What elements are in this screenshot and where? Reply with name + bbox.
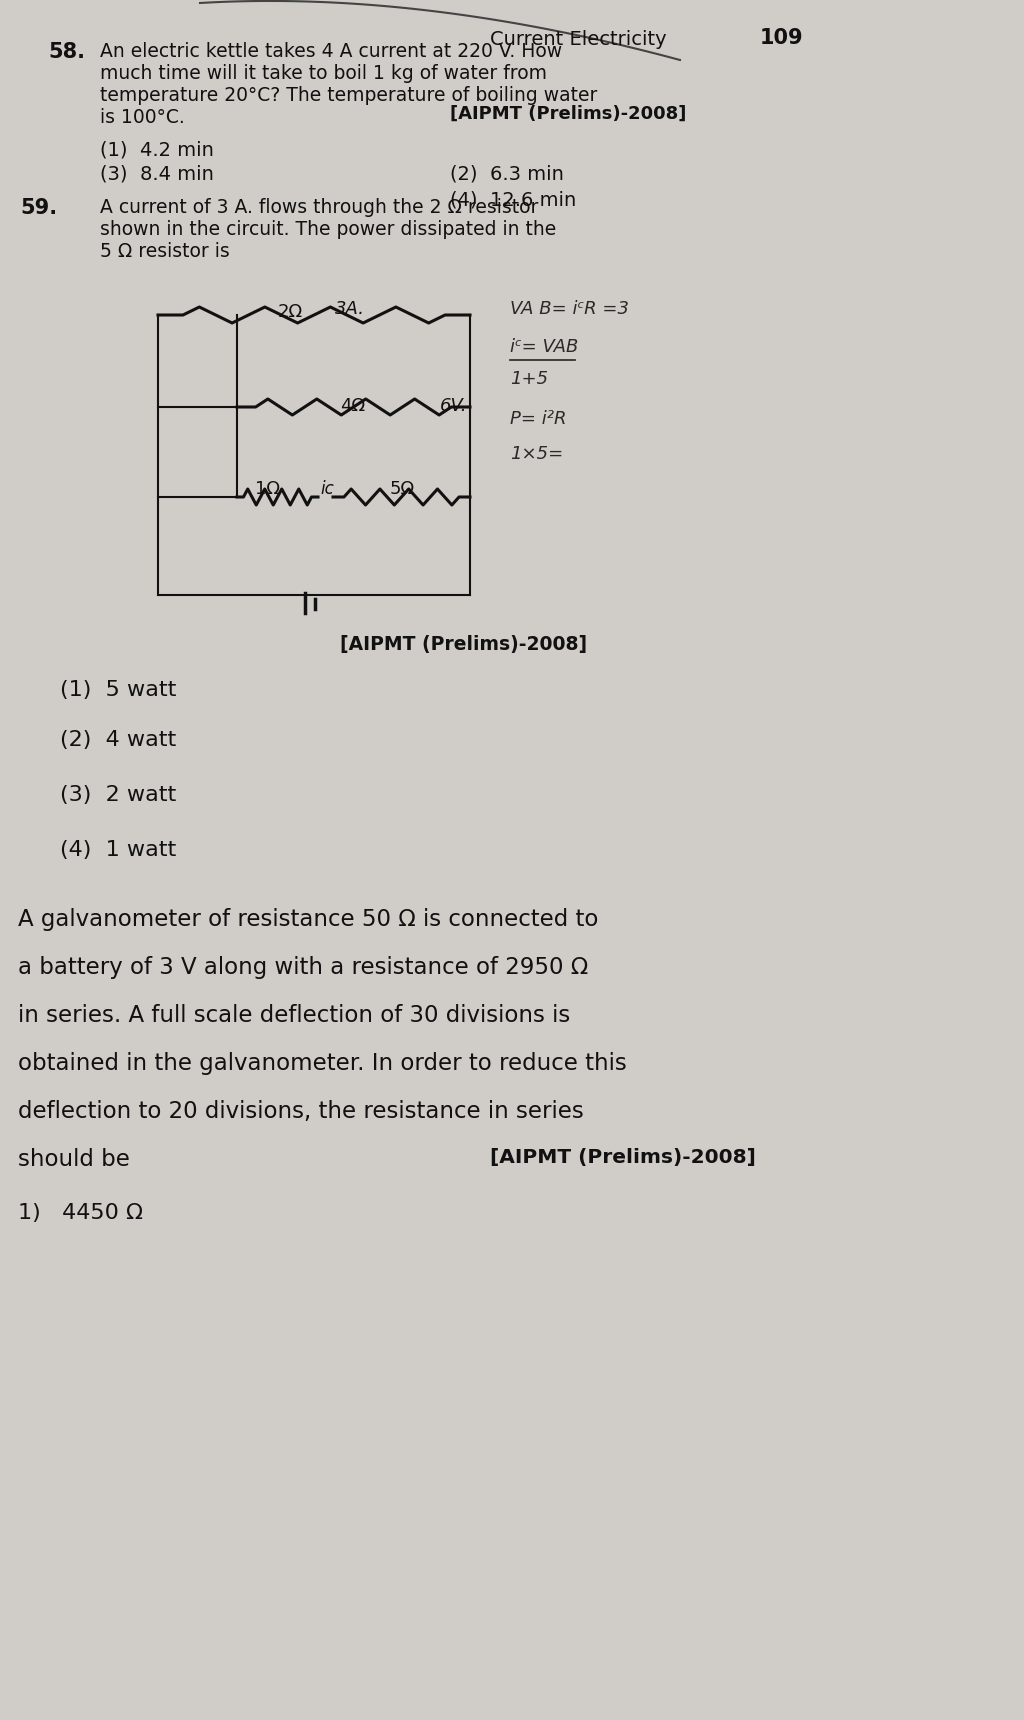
- Text: (2)  6.3 min: (2) 6.3 min: [450, 165, 564, 184]
- Text: (1)  4.2 min: (1) 4.2 min: [100, 139, 214, 158]
- Text: ic: ic: [319, 480, 334, 499]
- Text: A current of 3 A. flows through the 2 Ω resistor
shown in the circuit. The power: A current of 3 A. flows through the 2 Ω …: [100, 198, 556, 261]
- Text: deflection to 20 divisions, the resistance in series: deflection to 20 divisions, the resistan…: [18, 1101, 584, 1123]
- Text: should be: should be: [18, 1147, 130, 1171]
- Text: 2Ω: 2Ω: [278, 303, 303, 322]
- Text: 4Ω: 4Ω: [340, 397, 366, 415]
- Text: (3)  2 watt: (3) 2 watt: [60, 784, 176, 805]
- Text: [AIPMT (Prelims)-2008]: [AIPMT (Prelims)-2008]: [450, 105, 686, 124]
- Text: 59.: 59.: [20, 198, 57, 218]
- Text: 1×5=: 1×5=: [510, 445, 563, 463]
- Text: VA B= iᶜR =3: VA B= iᶜR =3: [510, 299, 629, 318]
- Text: 109: 109: [760, 28, 804, 48]
- Text: iᶜ= VAB: iᶜ= VAB: [510, 339, 579, 356]
- Text: 1+5: 1+5: [510, 370, 548, 389]
- Text: 58.: 58.: [48, 41, 85, 62]
- Text: 5Ω: 5Ω: [390, 480, 415, 499]
- Text: (4)  1 watt: (4) 1 watt: [60, 839, 176, 860]
- Text: (2)  4 watt: (2) 4 watt: [60, 729, 176, 750]
- Text: a battery of 3 V along with a resistance of 2950 Ω: a battery of 3 V along with a resistance…: [18, 956, 588, 979]
- Text: P= i²R: P= i²R: [510, 409, 566, 428]
- Text: 1Ω: 1Ω: [255, 480, 280, 499]
- Text: in series. A full scale deflection of 30 divisions is: in series. A full scale deflection of 30…: [18, 1004, 570, 1027]
- Text: (4)  12.6 min: (4) 12.6 min: [450, 189, 577, 210]
- Text: (1)  5 watt: (1) 5 watt: [60, 679, 176, 700]
- Text: 6V.: 6V.: [440, 397, 468, 415]
- Text: obtained in the galvanometer. In order to reduce this: obtained in the galvanometer. In order t…: [18, 1053, 627, 1075]
- Text: [AIPMT (Prelims)-2008]: [AIPMT (Prelims)-2008]: [490, 1147, 756, 1166]
- Text: 1)   4450 Ω: 1) 4450 Ω: [18, 1202, 143, 1223]
- Text: (3)  8.4 min: (3) 8.4 min: [100, 165, 214, 184]
- Text: [AIPMT (Prelims)-2008]: [AIPMT (Prelims)-2008]: [340, 635, 587, 654]
- Text: A galvanometer of resistance 50 Ω is connected to: A galvanometer of resistance 50 Ω is con…: [18, 908, 598, 931]
- Text: 3A.: 3A.: [335, 299, 365, 318]
- Text: An electric kettle takes 4 A current at 220 V. How
much time will it take to boi: An electric kettle takes 4 A current at …: [100, 41, 597, 127]
- Text: Current Electricity: Current Electricity: [490, 29, 667, 48]
